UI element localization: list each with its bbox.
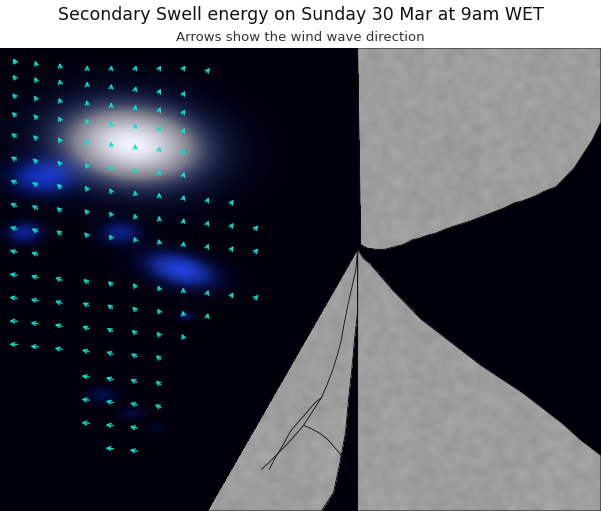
Text: Arrows show the wind wave direction: Arrows show the wind wave direction xyxy=(176,31,425,44)
Text: Secondary Swell energy on Sunday 30 Mar at 9am WET: Secondary Swell energy on Sunday 30 Mar … xyxy=(58,6,543,25)
